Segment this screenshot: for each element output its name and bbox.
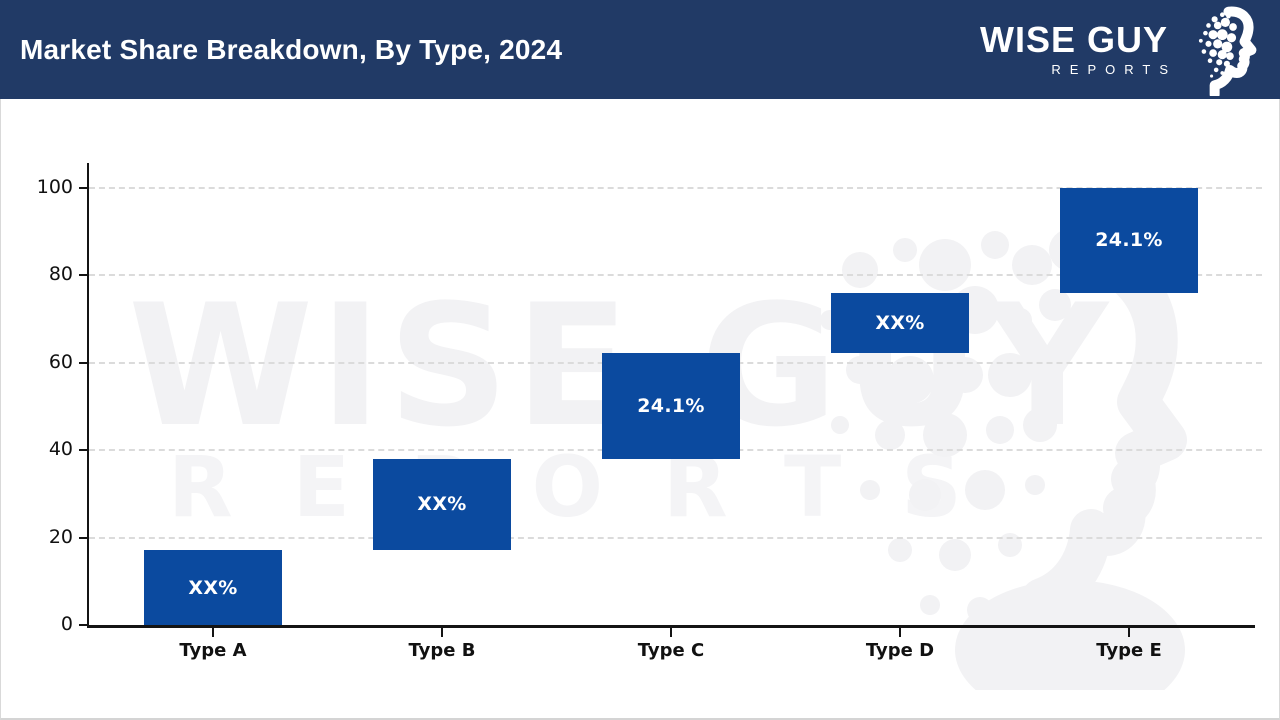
brand-logo: WISE GUY REPORTS <box>980 4 1266 96</box>
y-tick-label: 60 <box>48 350 73 373</box>
y-tick-label: 80 <box>48 263 73 285</box>
y-gridline-20 <box>89 536 1262 539</box>
x-tick-mark <box>441 628 443 637</box>
y-tick-mark <box>79 624 88 626</box>
x-tick-mark <box>212 628 214 637</box>
x-tick-label: Type B <box>408 640 476 661</box>
head-dots-icon <box>1198 6 1257 96</box>
y-tick-mark <box>79 186 88 189</box>
y-tick-label: 40 <box>48 438 73 460</box>
x-tick-mark <box>899 628 901 637</box>
y-tick-mark <box>79 449 88 451</box>
watermark-subtext: REPORTS <box>168 438 1022 536</box>
bar-type-b: XX% <box>373 458 511 551</box>
y-tick-mark <box>79 274 88 276</box>
logo-primary-text: WISE GUY <box>979 19 1168 60</box>
logo-wordmark: WISE GUY REPORTS <box>979 19 1168 78</box>
x-tick-mark <box>1128 628 1130 637</box>
x-tick-label: Type E <box>1096 640 1162 661</box>
x-axis-line <box>87 625 1255 628</box>
page-title: Market Share Breakdown, By Type, 2024 <box>20 33 563 65</box>
bar-type-d: XX% <box>831 292 969 354</box>
bar-value-label: XX% <box>417 493 467 516</box>
bar-type-a: XX% <box>144 550 282 625</box>
y-tick-label: 100 <box>36 175 73 198</box>
bar-value-label: 24.1% <box>1095 229 1163 252</box>
y-tick-label: 20 <box>48 525 73 548</box>
bar-value-label: XX% <box>875 312 925 335</box>
y-gridline-80 <box>89 274 1262 276</box>
y-tick-label: 0 <box>60 613 73 635</box>
bar-type-e: 24.1% <box>1060 187 1198 293</box>
x-tick-mark <box>670 628 672 637</box>
x-tick-label: Type D <box>865 640 935 661</box>
bar-type-c: 24.1% <box>602 353 740 459</box>
x-tick-label: Type A <box>179 640 247 661</box>
header: Market Share Breakdown, By Type, 2024 WI… <box>0 0 1280 99</box>
x-tick-label: Type C <box>637 640 705 661</box>
logo-secondary-text: REPORTS <box>1051 62 1177 77</box>
y-axis-line <box>87 163 89 628</box>
bar-value-label: XX% <box>188 576 238 599</box>
y-gridline-100 <box>89 186 1262 189</box>
y-tick-mark <box>79 536 88 539</box>
bar-value-label: 24.1% <box>637 395 705 418</box>
y-tick-mark <box>79 361 88 364</box>
